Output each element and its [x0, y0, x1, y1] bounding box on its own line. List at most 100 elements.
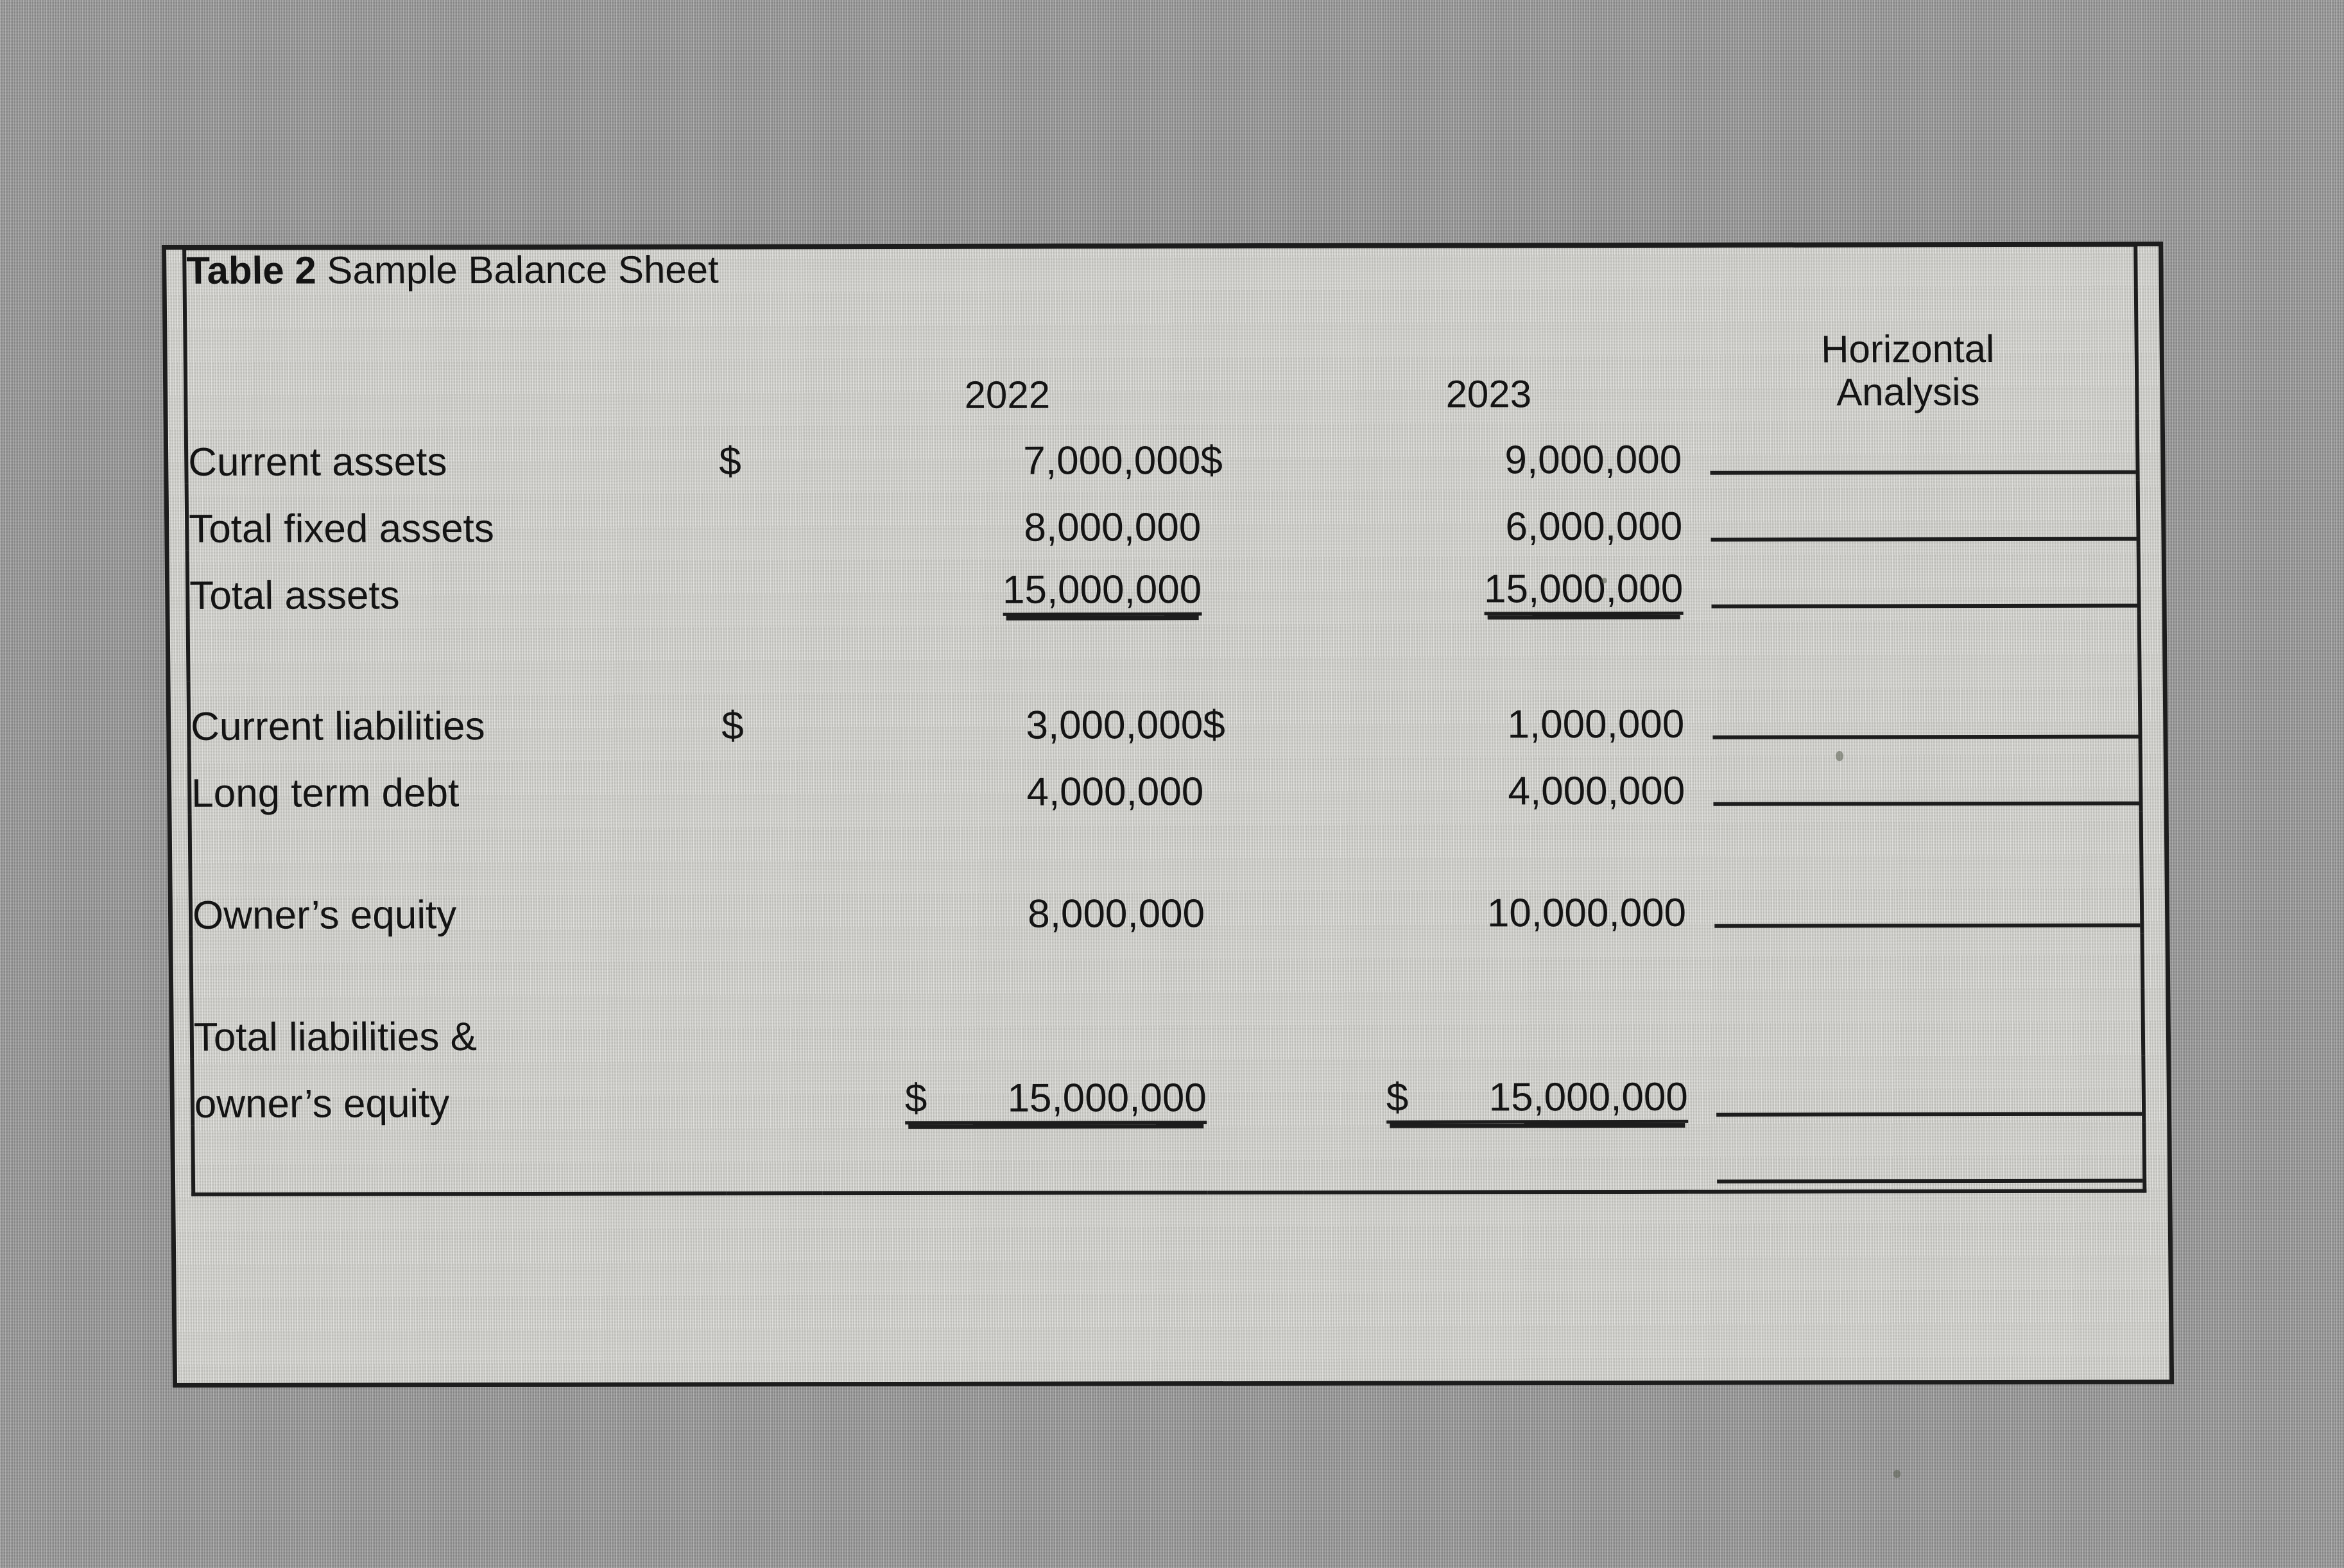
table-row-current-assets: Current assets $ 7,000,000 $ 9,000,000	[186, 413, 2138, 485]
amount-2022: 8,000,000	[1027, 892, 1205, 936]
table-row-total-fixed-assets: Total fixed assets 8,000,000 6,000,000	[187, 480, 2139, 551]
spacer-cell	[190, 814, 723, 870]
amount-2023: 6,000,000	[1505, 504, 1683, 549]
spacer-cell	[1300, 812, 1686, 868]
row-label: Total fixed assets	[188, 506, 495, 551]
analysis-cell[interactable]	[1684, 678, 2141, 745]
currency-symbol-2023	[1201, 481, 1298, 548]
table-title-row: Table 2 Sample Balance Sheet	[184, 245, 2136, 291]
amount-2023: 10,000,000	[1487, 890, 1687, 936]
analysis-cell[interactable]	[1685, 745, 2141, 812]
amount-2022: $15,000,000	[725, 1057, 1207, 1124]
amount-2023-value: 15,000,000	[1488, 1074, 1689, 1120]
spacer-cell	[723, 814, 820, 869]
total-amount-2023-group: $15,000,000	[1386, 1074, 1689, 1124]
header-year-2022: 2022	[964, 373, 1051, 417]
table-caption: Table 2 Sample Balance Sheet	[184, 245, 2136, 291]
amount-2022-value: 15,000,000	[1007, 1075, 1207, 1121]
analysis-cell[interactable]	[1683, 547, 2139, 614]
spacer-cell	[1301, 934, 1687, 990]
spacer-cell	[721, 616, 818, 680]
analysis-answer-line[interactable]	[1717, 1178, 2143, 1184]
spacer-cell	[1298, 614, 1684, 679]
currency-symbol-2023: $	[1200, 438, 1223, 483]
currency-symbol-2022: $	[904, 1076, 927, 1121]
table-number-label: Table 2	[186, 248, 317, 292]
analysis-cell[interactable]	[1682, 413, 2138, 481]
analysis-cell[interactable]	[1687, 1055, 2144, 1123]
table-spacer-row	[188, 614, 2140, 681]
empty-cell	[1302, 989, 1687, 1056]
analysis-answer-line[interactable]	[1712, 734, 2139, 739]
row-label-line2: owner’s equity	[194, 1081, 450, 1126]
currency-symbol-2022	[720, 549, 817, 616]
header-label-column	[185, 290, 719, 417]
table-header-row: 2022 2023 Horizontal Analysis	[185, 288, 2137, 417]
header-currency-2022	[718, 290, 815, 416]
header-horizontal-analysis: Horizontal Analysis	[1680, 288, 2137, 414]
currency-symbol-2022	[720, 483, 816, 549]
amount-2022: 15,000,000	[816, 549, 1202, 616]
analysis-answer-line[interactable]	[1710, 470, 2136, 475]
spacer-cell	[191, 936, 724, 992]
balance-sheet-table: Table 2 Sample Balance Sheet 2022 2023 H…	[182, 243, 2147, 1196]
document-frame: Table 2 Sample Balance Sheet 2022 2023 H…	[162, 241, 2175, 1388]
empty-cell	[1303, 1123, 1689, 1192]
currency-symbol-2023: $	[1202, 702, 1226, 748]
header-year-2023: 2023	[1445, 372, 1532, 416]
amount-2022: 8,000,000	[1024, 505, 1202, 550]
amount-2022: 3,000,000	[1026, 703, 1203, 748]
spacer-cell	[1686, 933, 2142, 989]
row-label-line1: Total liabilities &	[193, 1014, 478, 1060]
amount-2023: 1,000,000	[1507, 702, 1685, 747]
amount-2023: 15,000,000	[1298, 547, 1684, 615]
table-row-total-liabilities-equity-line1: Total liabilities &	[191, 988, 2143, 1060]
amount-2023: 4,000,000	[1508, 768, 1685, 814]
amount-2023: $15,000,000	[1206, 1056, 1689, 1124]
total-amount-2022-group: $15,000,000	[904, 1075, 1207, 1124]
analysis-cell[interactable]	[1682, 480, 2139, 547]
spacer-cell	[1204, 813, 1301, 868]
analysis-answer-line[interactable]	[1711, 603, 2137, 608]
currency-symbol-2022: $	[721, 703, 745, 748]
spacer-cell	[820, 935, 1205, 991]
table-row-current-liabilities: Current liabilities $ 3,000,000 $ 1,000,…	[189, 678, 2141, 749]
empty-cell	[724, 991, 821, 1058]
table-row-long-term-debt: Long term debt 4,000,000 4,000,000	[189, 745, 2141, 816]
analysis-answer-line[interactable]	[1713, 801, 2139, 806]
table-row-total-liabilities-equity: owner’s equity $15,000,000 $15,000,000	[192, 1055, 2144, 1126]
analysis-answer-line[interactable]	[1714, 923, 2141, 928]
row-label: Owner’s equity	[192, 893, 457, 938]
table-spacer-row	[190, 811, 2142, 870]
row-label: Long term debt	[191, 771, 460, 816]
amount-2022: 7,000,000	[1023, 438, 1201, 483]
empty-cell	[725, 1124, 822, 1193]
row-label: Total assets	[189, 573, 400, 618]
currency-symbol-2022	[723, 869, 820, 936]
table-spacer-row	[191, 933, 2142, 992]
empty-cell	[193, 1124, 726, 1194]
spacer-cell	[188, 616, 721, 681]
analysis-answer-line[interactable]	[1716, 1112, 2142, 1117]
spacer-cell	[1684, 614, 2140, 678]
currency-symbol-2022	[722, 747, 819, 814]
analysis-answer-line[interactable]	[1711, 537, 2137, 542]
empty-cell	[1205, 990, 1302, 1056]
spacer-cell	[1202, 615, 1299, 679]
row-label: Current liabilities	[190, 703, 485, 749]
spacer-cell	[723, 936, 820, 991]
amount-2023-value: 15,000,000	[1484, 567, 1684, 615]
analysis-cell[interactable]	[1685, 866, 2142, 934]
header-currency-2023	[1199, 289, 1297, 415]
empty-cell	[822, 1124, 1207, 1193]
spacer-cell	[819, 813, 1205, 869]
analysis-cell[interactable]	[1688, 1122, 2144, 1191]
header-horizontal-line1: Horizontal	[1820, 327, 1995, 371]
currency-symbol-2023	[1202, 548, 1298, 615]
table-row-owners-equity: Owner’s equity 8,000,000 10,000,000	[190, 866, 2142, 938]
currency-symbol-2023: $	[1386, 1075, 1409, 1120]
row-label: Current assets	[187, 440, 447, 485]
header-horizontal-line2: Analysis	[1836, 370, 1980, 414]
empty-cell	[1207, 1123, 1304, 1192]
currency-symbol-2023	[1204, 868, 1301, 935]
